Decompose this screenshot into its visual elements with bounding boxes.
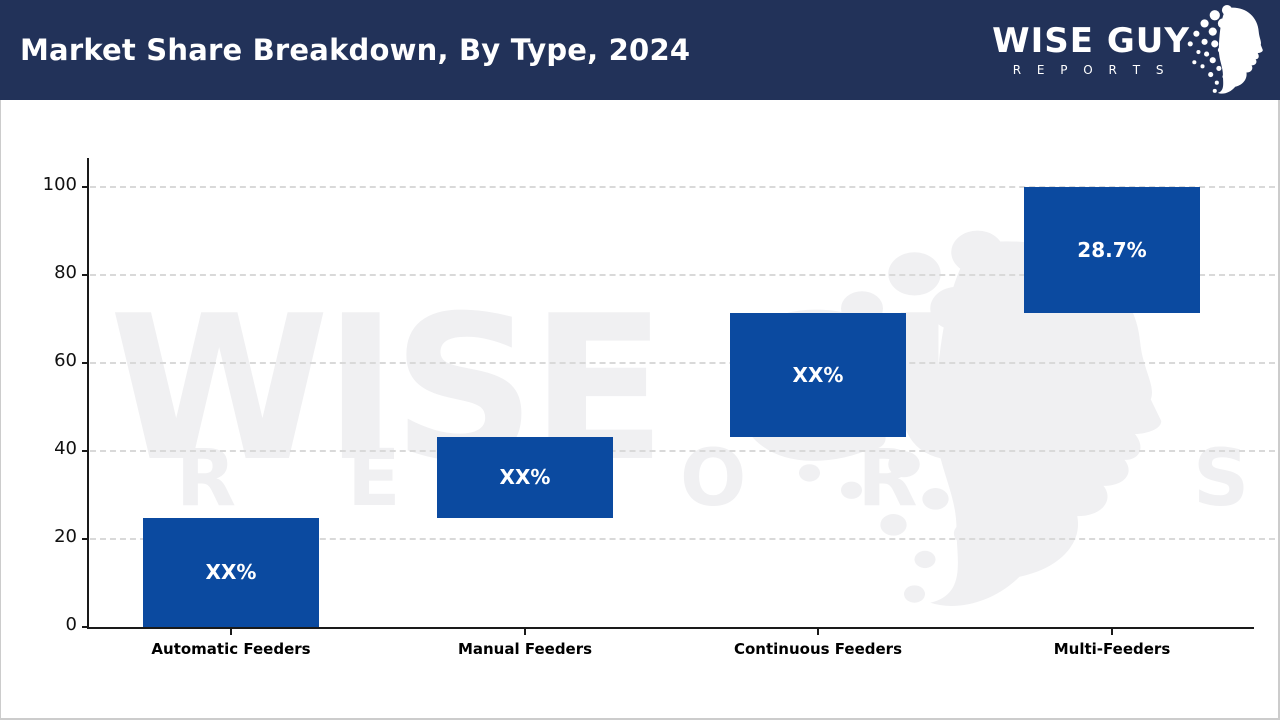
- gridline-20: [90, 538, 1275, 540]
- y-axis-tick-mark: [82, 362, 89, 364]
- x-category-label-2: Manual Feeders: [457, 640, 593, 658]
- bar-value-label: XX%: [792, 363, 844, 388]
- gridline-60: [90, 362, 1275, 364]
- y-axis-tick-mark: [82, 538, 89, 540]
- y-axis-tick-mark: [82, 450, 89, 452]
- bar-continuous-feeders: XX%: [730, 313, 906, 437]
- y-axis-tick-label: 80: [54, 262, 77, 283]
- wiseguy-logo: WISE GUY R E P O R T S: [992, 3, 1266, 97]
- y-axis-tick-label: 60: [54, 350, 77, 371]
- bar-multi-feeders: 28.7%: [1024, 187, 1200, 314]
- y-axis-spine: [87, 158, 89, 629]
- header-bar: Market Share Breakdown, By Type, 2024 WI…: [0, 0, 1280, 100]
- x-category-label-3: Continuous Feeders: [733, 640, 903, 658]
- bar-manual-feeders: XX%: [437, 436, 613, 518]
- y-axis-tick-mark: [82, 274, 89, 276]
- x-axis-tick-mark: [524, 629, 526, 635]
- gridline-40: [90, 450, 1275, 452]
- chart-area: WISE GU R E P O R T S 0 20 40 60 80 100 XX% XX%…: [0, 100, 1280, 720]
- x-axis-tick-mark: [817, 629, 819, 635]
- x-axis-tick-mark: [1111, 629, 1113, 635]
- bar-value-label: XX%: [205, 560, 257, 585]
- bar-automatic-feeders: XX%: [143, 517, 319, 627]
- logo-brand-text: WISE GUY: [992, 20, 1190, 61]
- y-axis-tick-label: 0: [65, 614, 77, 635]
- y-axis-tick-label: 20: [54, 526, 77, 547]
- logo-sub-text: R E P O R T S: [1012, 62, 1170, 77]
- wiseguy-head-icon: [1187, 5, 1263, 94]
- x-axis-spine: [87, 627, 1254, 629]
- gridline-80: [90, 274, 1275, 276]
- page-title: Market Share Breakdown, By Type, 2024: [20, 33, 691, 67]
- y-axis-tick-label: 100: [42, 174, 77, 195]
- gridline-100: [90, 186, 1275, 188]
- plot-region: 0 20 40 60 80 100 XX% XX% XX% 28.7% Automatic Feed…: [1, 100, 1278, 718]
- y-axis-tick-mark: [82, 186, 89, 188]
- bar-value-label: 28.7%: [1077, 238, 1147, 263]
- x-axis-tick-mark: [230, 629, 232, 635]
- y-axis-tick-label: 40: [54, 438, 77, 459]
- bar-value-label: XX%: [499, 465, 551, 490]
- wiseguy-logo-text: WISE GUY R E P O R T S: [992, 24, 1190, 77]
- x-category-label-4: Multi-Feeders: [1053, 640, 1171, 658]
- x-category-label-1: Automatic Feeders: [151, 640, 311, 658]
- y-axis-tick-mark: [82, 626, 89, 628]
